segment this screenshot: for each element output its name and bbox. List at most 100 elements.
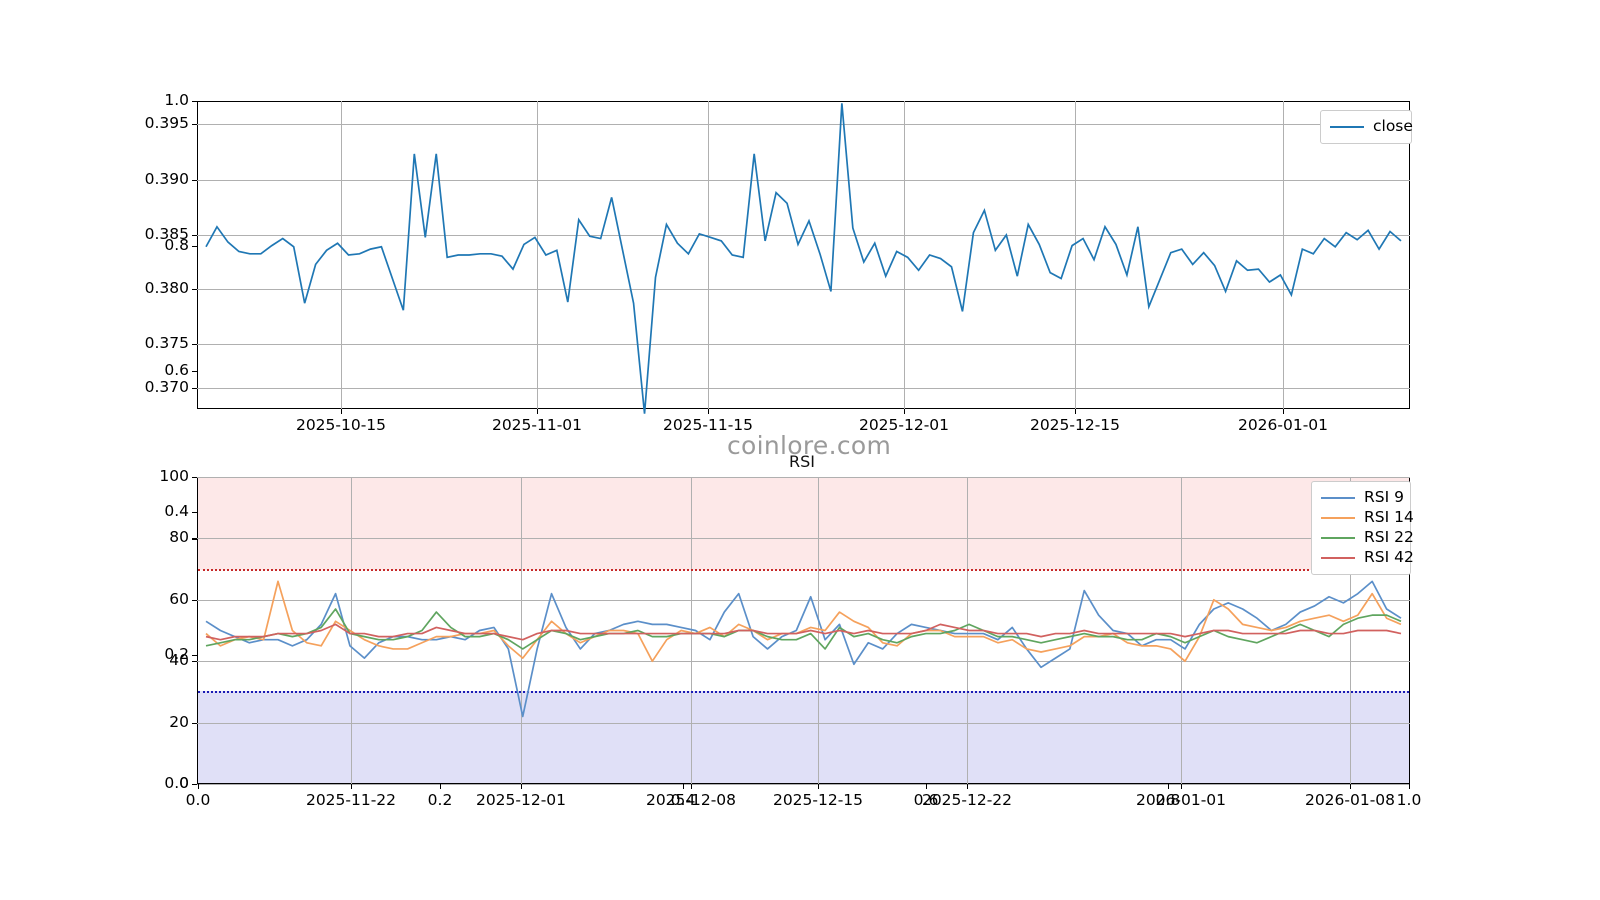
grid-line-vertical — [1181, 477, 1182, 784]
legend-label: RSI 42 — [1364, 548, 1414, 567]
price-legend[interactable]: close — [1320, 110, 1413, 144]
x-tick-mark — [521, 784, 523, 789]
y-tick-label-normalized: 0.8 — [164, 236, 189, 254]
x-tick-mark — [1181, 784, 1183, 789]
grid-line-vertical — [521, 477, 522, 784]
y-tick-mark — [192, 599, 197, 601]
grid-line-vertical — [341, 101, 342, 409]
legend-item-rsi-42[interactable]: RSI 42 — [1321, 548, 1414, 568]
y-tick-label-price: 0.380 — [144, 279, 189, 297]
x-tick-mark-normalized — [440, 784, 442, 789]
y-tick-mark-normalized — [192, 784, 197, 786]
legend-item-rsi-9[interactable]: RSI 9 — [1321, 488, 1404, 508]
y-tick-mark-normalized — [192, 246, 197, 248]
x-tick-label-date: 2025-12-15 — [772, 791, 864, 809]
x-tick-label-normalized: 0.4 — [670, 791, 696, 809]
grid-line-vertical — [708, 101, 709, 409]
x-tick-label-normalized: 0.0 — [185, 791, 211, 809]
x-tick-label-date: 2025-12-01 — [475, 791, 567, 809]
x-tick-label-date: 2026-01-01 — [1237, 416, 1329, 434]
rsi-line-rsi-42 — [205, 623, 1402, 641]
price-chart-panel: 0.395 0.390 0.385 0.380 0.375 0.370 1.0 0.8 0.6 … — [144, 92, 1413, 434]
grid-line-horizontal — [197, 477, 1410, 478]
y-tick-label-rsi: 0 — [179, 774, 189, 792]
y-tick-label-price: 0.370 — [144, 378, 189, 396]
x-tick-label-normalized: 0.2 — [427, 791, 453, 809]
legend-item-close[interactable]: close — [1330, 117, 1413, 137]
grid-line-horizontal — [197, 538, 1410, 540]
y-tick-label-rsi: 60 — [169, 589, 189, 608]
rsi-line-rsi-22 — [205, 608, 1402, 650]
x-tick-mark — [537, 409, 539, 414]
grid-line-vertical — [1075, 101, 1076, 409]
grid-line-horizontal — [197, 180, 1410, 181]
x-tick-label-normalized: 0.8 — [1155, 791, 1181, 809]
overbought-threshold-line — [198, 569, 1409, 571]
grid-line-horizontal — [197, 235, 1410, 236]
y-tick-mark-normalized — [192, 371, 197, 373]
x-tick-label-date: 2026-01-08 — [1304, 791, 1396, 809]
y-tick-label-price: 0.395 — [144, 114, 189, 132]
x-tick-mark-normalized — [198, 784, 200, 789]
x-tick-mark — [1283, 409, 1285, 414]
price-line-close — [205, 103, 1402, 414]
grid-line-horizontal — [197, 722, 1410, 724]
x-tick-mark — [351, 784, 353, 789]
y-tick-label-price: 0.375 — [144, 334, 189, 352]
legend-label: RSI 9 — [1364, 488, 1404, 507]
line-swatch-icon — [1321, 557, 1355, 559]
y-tick-label-normalized: 0.2 — [164, 645, 189, 663]
y-tick-label-normalized: 0.4 — [164, 502, 189, 520]
y-tick-mark — [192, 388, 197, 390]
legend-item-rsi-22[interactable]: RSI 22 — [1321, 528, 1414, 548]
coinlore-watermark: coinlore.com — [727, 431, 892, 460]
y-tick-label-normalized: 0.0 — [164, 774, 189, 792]
rsi-line-rsi-14 — [205, 580, 1402, 663]
x-tick-mark — [1350, 784, 1352, 789]
legend-item-rsi-14[interactable]: RSI 14 — [1321, 508, 1414, 528]
rsi-line-rsi-9 — [205, 580, 1402, 718]
rsi-legend[interactable]: RSI 9 RSI 14 RSI 22 RSI 42 — [1311, 481, 1414, 575]
oversold-band — [198, 691, 1409, 783]
x-tick-label-date: 2025-12-08 — [645, 791, 737, 809]
grid-line-horizontal — [197, 661, 1410, 663]
line-swatch-icon — [1321, 497, 1355, 499]
legend-label: RSI 22 — [1364, 528, 1414, 547]
grid-line-vertical — [818, 477, 819, 784]
x-tick-mark-normalized — [1168, 784, 1170, 789]
x-tick-mark — [1075, 409, 1077, 414]
x-tick-mark-normalized — [926, 784, 928, 789]
x-tick-label-date: 2025-10-15 — [295, 416, 387, 434]
y-tick-label-price: 0.385 — [144, 225, 189, 243]
x-tick-mark-normalized — [683, 784, 685, 789]
grid-line-vertical — [1283, 101, 1284, 409]
x-tick-label-date: 2025-11-15 — [662, 416, 754, 434]
x-tick-mark — [818, 784, 820, 789]
grid-line-horizontal — [197, 289, 1410, 290]
grid-line-horizontal — [197, 388, 1410, 389]
x-tick-label-date: 2025-12-22 — [921, 791, 1013, 809]
grid-line-vertical — [1350, 477, 1351, 784]
y-tick-label-rsi: 40 — [169, 651, 189, 670]
y-tick-mark — [192, 477, 197, 479]
line-swatch-icon — [1321, 537, 1355, 539]
x-tick-mark — [341, 409, 343, 414]
grid-line-horizontal — [197, 784, 1410, 785]
line-swatch-icon — [1321, 517, 1355, 519]
x-tick-label-date: 2025-11-01 — [491, 416, 583, 434]
x-tick-mark — [708, 409, 710, 414]
price-axes-frame — [197, 101, 1410, 409]
x-tick-label-date: 2025-11-22 — [305, 791, 397, 809]
y-tick-label-rsi: 100 — [159, 467, 189, 485]
y-tick-mark — [192, 344, 197, 346]
y-tick-mark — [192, 289, 197, 291]
x-tick-label-date: 2025-12-15 — [1029, 416, 1121, 434]
y-tick-mark — [192, 722, 197, 724]
y-tick-mark-normalized — [192, 101, 197, 103]
x-tick-label-date: 2025-12-01 — [858, 416, 950, 434]
line-swatch-icon — [1330, 126, 1364, 128]
x-tick-label-normalized: 0.6 — [913, 791, 939, 809]
y-tick-label-rsi: 80 — [169, 528, 189, 547]
